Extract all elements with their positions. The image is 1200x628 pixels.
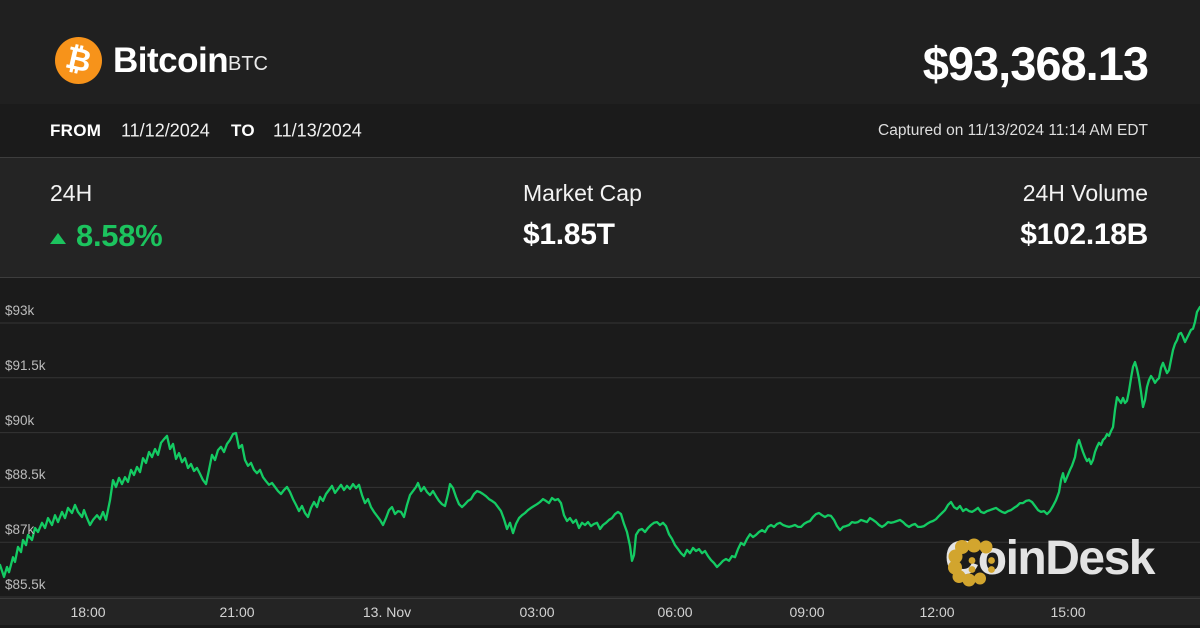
y-tick-label: $87k (5, 522, 35, 538)
date-range-band: FROM 11/12/2024 TO 11/13/2024 Captured o… (0, 104, 1200, 157)
gridlines (0, 322, 1200, 598)
coin-name: Bitcoin (113, 41, 229, 80)
x-tick-label: 21:00 (219, 604, 255, 620)
y-tick-label: $90k (5, 412, 35, 428)
price-chart-svg (0, 305, 1200, 598)
y-tick-label: $85.5k (5, 576, 46, 592)
from-date: 11/12/2024 (121, 120, 210, 140)
coindesk-icon-dot (979, 540, 993, 554)
coindesk-icon-dot (952, 570, 966, 583)
x-tick-label: 03:00 (519, 604, 555, 620)
x-tick-label: 12:00 (919, 604, 955, 620)
change-percent: 8.58% (76, 218, 163, 253)
x-tick-label: 09:00 (789, 604, 825, 620)
up-arrow-icon (50, 233, 66, 244)
change-label: 24H (50, 180, 93, 206)
volume-value: $102.18B (1020, 218, 1148, 251)
coindesk-watermark: CoinDesk (945, 535, 1156, 587)
x-tick-label: 15:00 (1050, 604, 1086, 620)
x-tick-label: 06:00 (657, 604, 693, 620)
coindesk-icon-dot (968, 566, 976, 573)
coindesk-icon-dot (987, 557, 995, 564)
stat-24h-volume: 24H Volume $102.18B (1020, 180, 1148, 252)
x-tick-label: 18:00 (70, 604, 106, 620)
coindesk-icon-dot (962, 573, 976, 587)
to-label: TO (231, 120, 255, 140)
coindesk-icon-dot (968, 557, 976, 564)
stat-24h-change: 24H 8.58% (50, 180, 163, 254)
y-tick-label: $88.5k (5, 467, 46, 483)
y-tick-label: $93k (5, 303, 35, 318)
x-axis: 18:00 21:00 13. Nov 03:00 06:00 09:00 12:00 15:… (0, 598, 1200, 625)
y-tick-label: $91.5k (5, 357, 46, 373)
bitcoin-b-glyph: ₿ (62, 39, 95, 80)
coindesk-icon-dot (966, 538, 981, 553)
price-line (0, 305, 1200, 579)
bitcoin-logo-icon: ₿ (55, 37, 102, 84)
stat-market-cap: Market Cap $1.85T (523, 180, 642, 252)
coindesk-icon (947, 538, 995, 587)
coindesk-icon-dot (987, 566, 995, 573)
price-chart: $93k $91.5k $90k $88.5k $87k $85.5k CoinDesk (0, 278, 1200, 598)
to-date: 11/13/2024 (273, 120, 362, 140)
market-cap-label: Market Cap (523, 180, 642, 206)
captured-timestamp: Captured on 11/13/2024 11:14 AM EDT (878, 121, 1148, 139)
coindesk-icon-dot (973, 572, 986, 585)
current-price: $93,368.13 (922, 37, 1149, 90)
volume-label: 24H Volume (1022, 180, 1148, 206)
from-label: FROM (50, 120, 102, 140)
market-cap-value: $1.85T (523, 218, 615, 251)
x-tick-label: 13. Nov (362, 604, 412, 620)
bottom-edge (0, 625, 1200, 628)
stats-row: 24H 8.58% Market Cap $1.85T 24H Volume $… (0, 157, 1200, 278)
coin-symbol: BTC (228, 53, 268, 75)
coindesk-icon-dot (948, 549, 963, 564)
